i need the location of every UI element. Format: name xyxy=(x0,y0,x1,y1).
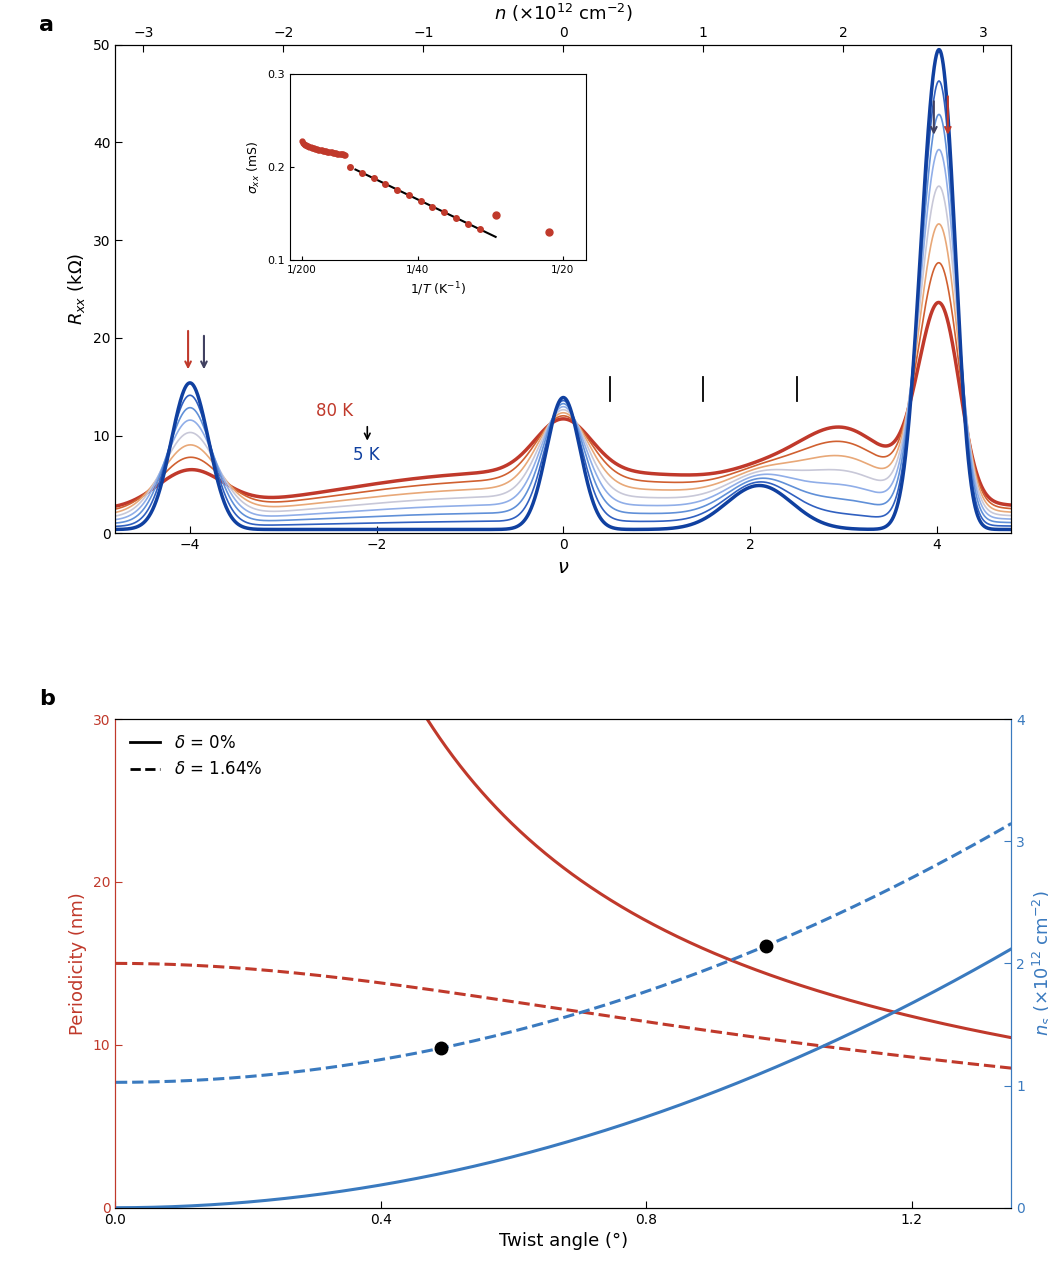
Y-axis label: $n_s$ ($\times$10$^{12}$ cm$^{-2}$): $n_s$ ($\times$10$^{12}$ cm$^{-2}$) xyxy=(1030,891,1048,1036)
Y-axis label: $R_{xx}$ (k$\Omega$): $R_{xx}$ (k$\Omega$) xyxy=(66,253,87,325)
Legend: $\delta$ = 0%, $\delta$ = 1.64%: $\delta$ = 0%, $\delta$ = 1.64% xyxy=(124,727,268,785)
X-axis label: $n$ ($\times$10$^{12}$ cm$^{-2}$): $n$ ($\times$10$^{12}$ cm$^{-2}$) xyxy=(494,3,633,24)
Text: 80 K: 80 K xyxy=(315,403,353,420)
Text: 5 K: 5 K xyxy=(353,446,380,464)
Text: a: a xyxy=(39,15,54,35)
Y-axis label: Periodicity (nm): Periodicity (nm) xyxy=(69,892,87,1035)
Text: b: b xyxy=(39,689,54,709)
X-axis label: $\nu$: $\nu$ xyxy=(558,557,569,576)
X-axis label: Twist angle (°): Twist angle (°) xyxy=(499,1232,628,1250)
